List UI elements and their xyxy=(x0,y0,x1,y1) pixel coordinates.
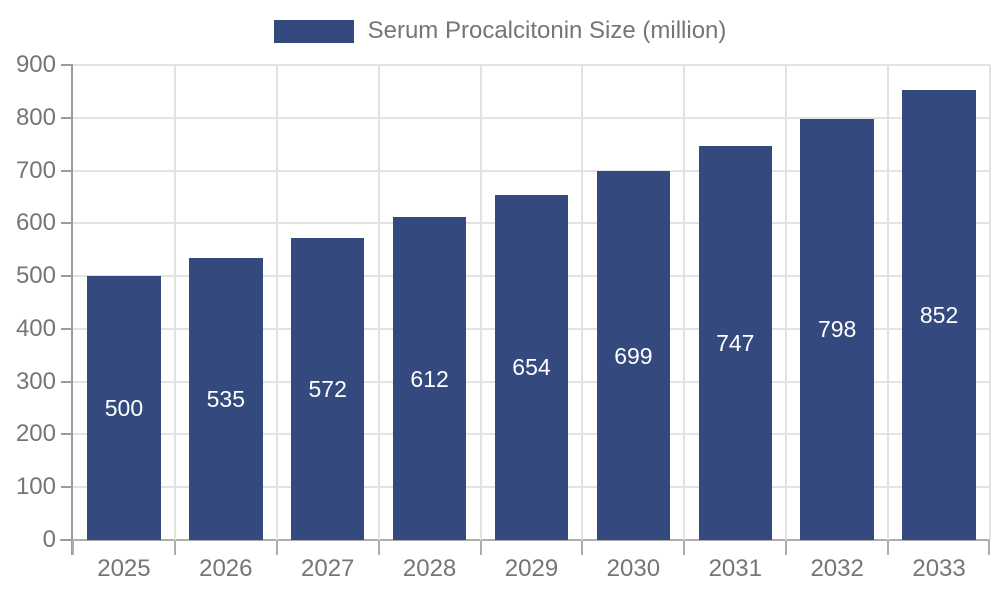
bar-value-label: 654 xyxy=(512,354,551,381)
legend-label: Serum Procalcitonin Size (million) xyxy=(367,17,727,44)
h-gridline xyxy=(73,64,990,66)
bar[interactable]: 612 xyxy=(392,217,467,540)
y-tick-mark xyxy=(61,433,73,436)
h-gridline xyxy=(73,169,990,172)
y-tick-label: 0 xyxy=(42,526,56,553)
x-tick-label: 2028 xyxy=(402,555,457,582)
y-tick-label: 900 xyxy=(15,51,56,78)
x-tick-mark xyxy=(275,540,278,555)
y-tick-label: 400 xyxy=(15,314,56,342)
y-tick-mark xyxy=(61,327,73,330)
bar[interactable]: 699 xyxy=(596,171,671,540)
x-tick-mark xyxy=(72,540,74,555)
v-gridline xyxy=(887,65,890,540)
bar-value-label: 699 xyxy=(614,342,653,369)
plot-area: 500 535 572 612 654 699 747 798 852 xyxy=(61,64,991,555)
bar[interactable]: 572 xyxy=(291,238,365,540)
bar-value-label: 572 xyxy=(308,376,347,403)
y-tick-label: 800 xyxy=(15,103,56,131)
x-tick-label: 2032 xyxy=(810,555,864,582)
x-tick-mark xyxy=(377,540,380,555)
x-tick-mark xyxy=(988,540,990,555)
bar-value-label: 798 xyxy=(817,316,857,343)
x-tick-mark xyxy=(581,540,584,555)
x-tick-label: 2030 xyxy=(606,555,661,582)
x-tick-mark xyxy=(173,540,176,555)
y-tick-mark xyxy=(61,169,73,172)
x-tick-mark xyxy=(785,540,788,555)
y-tick-label: 200 xyxy=(15,420,56,448)
y-tick-mark xyxy=(61,486,73,489)
x-tick-label: 2033 xyxy=(912,555,966,582)
y-tick-label: 300 xyxy=(15,367,56,395)
v-gridline xyxy=(989,65,991,540)
x-tick-label: 2029 xyxy=(504,555,559,582)
v-gridline xyxy=(479,65,482,540)
y-tick-mark xyxy=(61,222,73,225)
y-tick-label: 600 xyxy=(15,209,56,237)
bar-value-label: 612 xyxy=(410,365,449,392)
y-axis-labels: 0 100 200 300 400 500 600 700 800 900 xyxy=(0,51,56,553)
legend-swatch-icon xyxy=(273,19,354,43)
y-tick-mark xyxy=(61,539,73,541)
y-tick-mark xyxy=(61,380,73,383)
bar-value-label: 747 xyxy=(716,329,755,356)
bar-value-label: 535 xyxy=(206,385,245,412)
bar[interactable]: 654 xyxy=(494,194,569,540)
y-tick-mark xyxy=(61,275,73,278)
legend[interactable]: Serum Procalcitonin Size (million) xyxy=(0,17,1000,45)
bar-value-label: 852 xyxy=(919,302,959,329)
y-tick-mark xyxy=(61,64,73,66)
x-tick-label: 2031 xyxy=(708,555,762,582)
v-gridline xyxy=(275,65,278,540)
bar[interactable]: 852 xyxy=(902,90,976,540)
y-tick-label: 500 xyxy=(15,262,56,290)
bar[interactable]: 500 xyxy=(87,276,161,540)
v-gridline xyxy=(683,65,686,540)
v-gridline xyxy=(785,65,788,540)
y-tick-label: 700 xyxy=(15,156,56,184)
v-gridline xyxy=(377,65,380,540)
x-tick-label: 2026 xyxy=(199,555,253,582)
v-gridline xyxy=(581,65,584,540)
x-tick-mark xyxy=(887,540,890,555)
bar-value-label: 500 xyxy=(104,395,144,422)
y-tick-mark xyxy=(61,116,73,119)
x-axis-labels: 2025 2026 2027 2028 2029 2030 2031 2032 2033 xyxy=(73,554,990,588)
h-gridline xyxy=(73,116,990,119)
x-axis-line xyxy=(60,539,990,541)
v-gridline xyxy=(173,65,176,540)
y-tick-label: 100 xyxy=(15,473,56,501)
x-tick-label: 2025 xyxy=(97,555,151,582)
x-tick-mark xyxy=(683,540,686,555)
x-tick-label: 2027 xyxy=(301,555,355,582)
bar[interactable]: 747 xyxy=(698,145,772,540)
x-tick-mark xyxy=(479,540,482,555)
bar[interactable]: 798 xyxy=(800,118,874,540)
y-axis-line xyxy=(71,65,73,555)
bar[interactable]: 535 xyxy=(189,257,263,540)
